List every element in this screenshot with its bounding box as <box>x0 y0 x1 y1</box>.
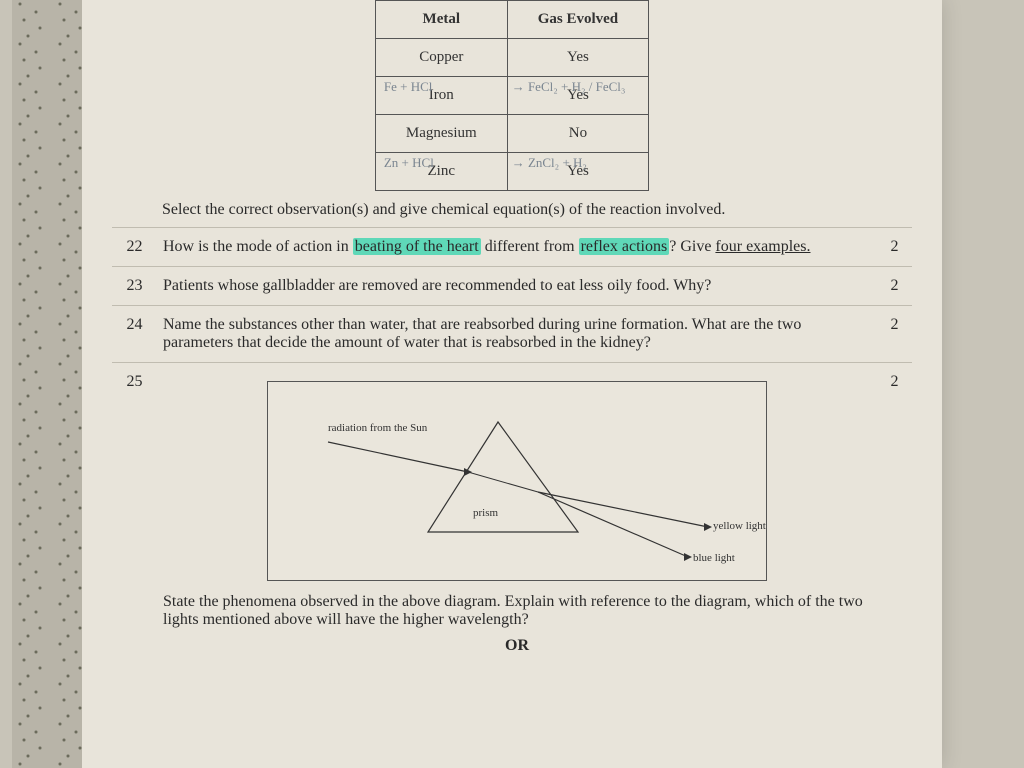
handwriting: Fe + HCl <box>384 79 433 95</box>
metal-gas-table: Metal Gas Evolved Copper Yes Fe + HCl Ir… <box>375 0 649 191</box>
handwriting: Zn + HCl <box>384 155 434 171</box>
cell-metal: Copper <box>375 39 507 77</box>
question-number: 23 <box>112 266 157 305</box>
question-marks: 2 <box>877 227 912 266</box>
cell-metal: Magnesium <box>375 115 507 153</box>
question-number: 24 <box>112 305 157 362</box>
or-separator: OR <box>163 637 871 655</box>
table-row: Fe + HCl Iron → FeCl₂ + H₂ / FeCl₃ Yes <box>375 77 648 115</box>
cell-metal: Fe + HCl Iron <box>375 77 507 115</box>
question-text: Name the substances other than water, th… <box>157 305 877 362</box>
question-text: Patients whose gallbladder are removed a… <box>157 266 877 305</box>
highlight-text: beating of the heart <box>353 238 481 255</box>
intro-text: Select the correct observation(s) and gi… <box>112 201 912 227</box>
table-row: Copper Yes <box>375 39 648 77</box>
question-text: State the phenomena observed in the abov… <box>163 593 871 629</box>
cell-gas: → ZnCl₂ + H₂ Yes <box>507 153 648 191</box>
label-prism: prism <box>473 507 498 519</box>
table-header-row: Metal Gas Evolved <box>375 1 648 39</box>
label-blue: blue light <box>693 552 735 564</box>
cell-metal: Zn + HCl Zinc <box>375 153 507 191</box>
question-marks: 2 <box>877 362 912 665</box>
label-yellow: yellow light <box>713 520 766 532</box>
question-number: 22 <box>112 227 157 266</box>
label-radiation: radiation from the Sun <box>328 422 427 434</box>
cell-gas: No <box>507 115 648 153</box>
exam-paper: Metal Gas Evolved Copper Yes Fe + HCl Ir… <box>82 0 942 768</box>
cell-gas: Yes <box>507 39 648 77</box>
col-metal: Metal <box>375 1 507 39</box>
question-body: radiation from the Sun prism yellow ligh… <box>157 362 877 665</box>
question-marks: 2 <box>877 266 912 305</box>
question-marks: 2 <box>877 305 912 362</box>
cell-gas: → FeCl₂ + H₂ / FeCl₃ Yes <box>507 77 648 115</box>
underline-text: four examples. <box>715 238 810 255</box>
question-number: 25 <box>112 362 157 665</box>
table-row: Zn + HCl Zinc → ZnCl₂ + H₂ Yes <box>375 153 648 191</box>
highlight-text: reflex actions <box>579 238 670 255</box>
col-gas: Gas Evolved <box>507 1 648 39</box>
photo-edge-texture <box>12 0 82 768</box>
prism-diagram: radiation from the Sun prism yellow ligh… <box>267 381 767 581</box>
question-grid: 22 How is the mode of action in beating … <box>112 227 912 665</box>
table-row: Magnesium No <box>375 115 648 153</box>
question-text: How is the mode of action in beating of … <box>157 227 877 266</box>
